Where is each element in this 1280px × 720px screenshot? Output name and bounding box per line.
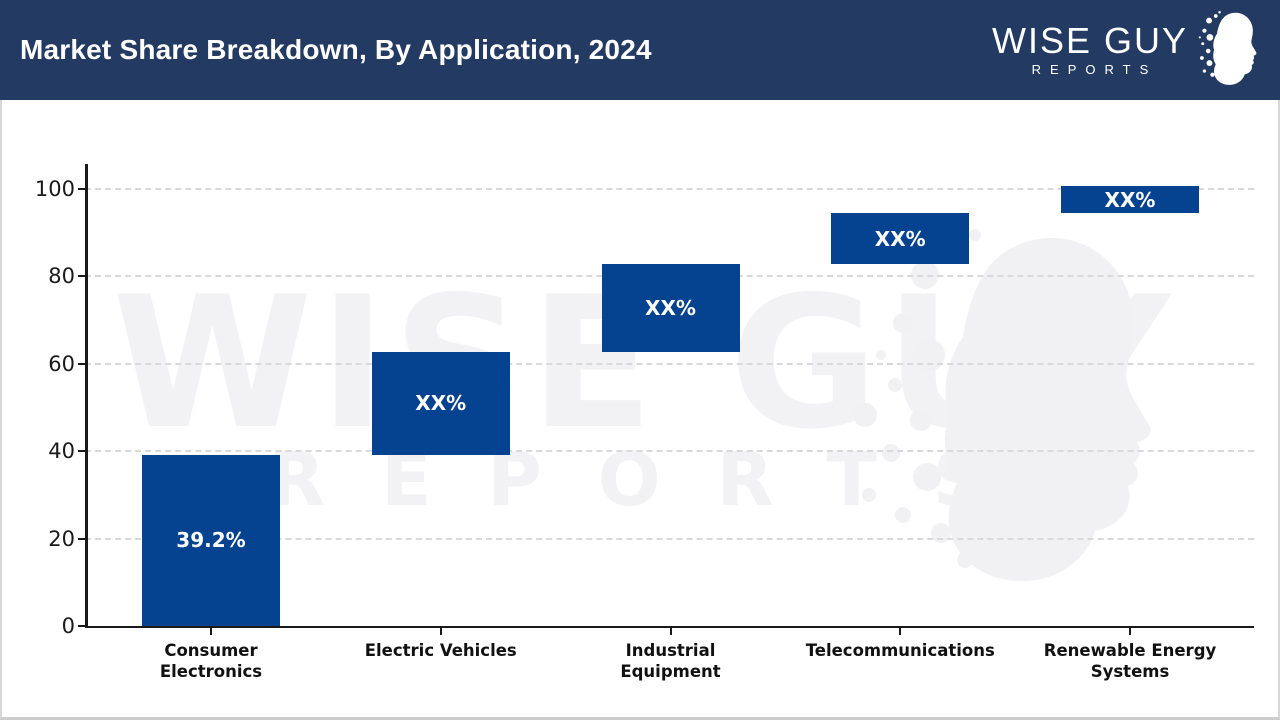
y-tick-60 — [78, 362, 85, 365]
x-tick-4 — [899, 628, 902, 635]
gridline-40 — [85, 450, 1254, 453]
logo-head-icon — [1198, 10, 1257, 85]
category-label-line: Industrial — [625, 641, 716, 660]
logo-wordmark: WISE GUY — [991, 20, 1188, 61]
logo-subtitle: REPORTS — [1031, 62, 1158, 77]
bar-industrial-equipment: XX% — [601, 264, 740, 352]
category-label-2: Electric Vehicles — [328, 640, 554, 661]
x-tick-5 — [1129, 628, 1131, 635]
y-tick-label-80: 80 — [48, 264, 75, 289]
bar-value-label: XX% — [645, 295, 696, 320]
y-tick-label-100: 100 — [34, 177, 75, 201]
logo-text: WISE GUY REPORTS — [992, 22, 1188, 78]
x-axis — [85, 625, 1254, 628]
bar-electric-vehicles: XX% — [371, 351, 510, 455]
y-tick-80 — [78, 275, 85, 278]
y-tick-100 — [78, 188, 85, 190]
bar-telecommunications: XX% — [831, 213, 970, 265]
gridline-20 — [85, 537, 1254, 540]
y-tick-0 — [78, 625, 85, 627]
bar-consumer-electronics: 39.2% — [142, 454, 280, 626]
bar-renewable-energy-systems: XX% — [1061, 186, 1199, 214]
header-band: Market Share Breakdown, By Application, … — [0, 0, 1280, 100]
x-tick-3 — [669, 628, 672, 635]
category-label-5: Renewable Energy Systems — [1017, 640, 1243, 682]
category-label-line: Systems — [1090, 662, 1170, 681]
wise-guy-reports-logo: WISE GUY REPORTS — [992, 8, 1280, 92]
chart-title: Market Share Breakdown, By Application, … — [20, 34, 652, 65]
y-tick-label-0: 0 — [61, 614, 75, 638]
bar-value-label: XX% — [415, 391, 467, 416]
y-tick-label-60: 60 — [48, 351, 75, 376]
category-label-line: Telecommunications — [805, 641, 995, 660]
bar-value-label: XX% — [1104, 187, 1156, 212]
category-label-4: Telecommunications — [787, 640, 1013, 661]
bar-value-label: 39.2% — [176, 528, 246, 553]
category-label-line: Electric Vehicles — [364, 641, 517, 660]
y-tick-label-20: 20 — [48, 526, 75, 551]
gridline-60 — [85, 362, 1254, 365]
bar-value-label: XX% — [874, 226, 926, 251]
category-label-line: Consumer — [164, 641, 258, 660]
category-label-line: Electronics — [159, 662, 263, 681]
y-tick-40 — [78, 450, 85, 453]
category-label-1: Consumer Electronics — [98, 640, 324, 682]
y-tick-label-40: 40 — [48, 439, 75, 464]
y-tick-20 — [78, 537, 85, 540]
x-tick-1 — [210, 628, 212, 635]
gridline-100 — [85, 188, 1254, 190]
x-tick-2 — [439, 628, 442, 635]
y-axis — [85, 164, 88, 628]
category-label-line: Equipment — [620, 662, 721, 681]
category-label-line: Renewable Energy — [1043, 641, 1217, 660]
category-label-3: Industrial Equipment — [558, 640, 784, 682]
